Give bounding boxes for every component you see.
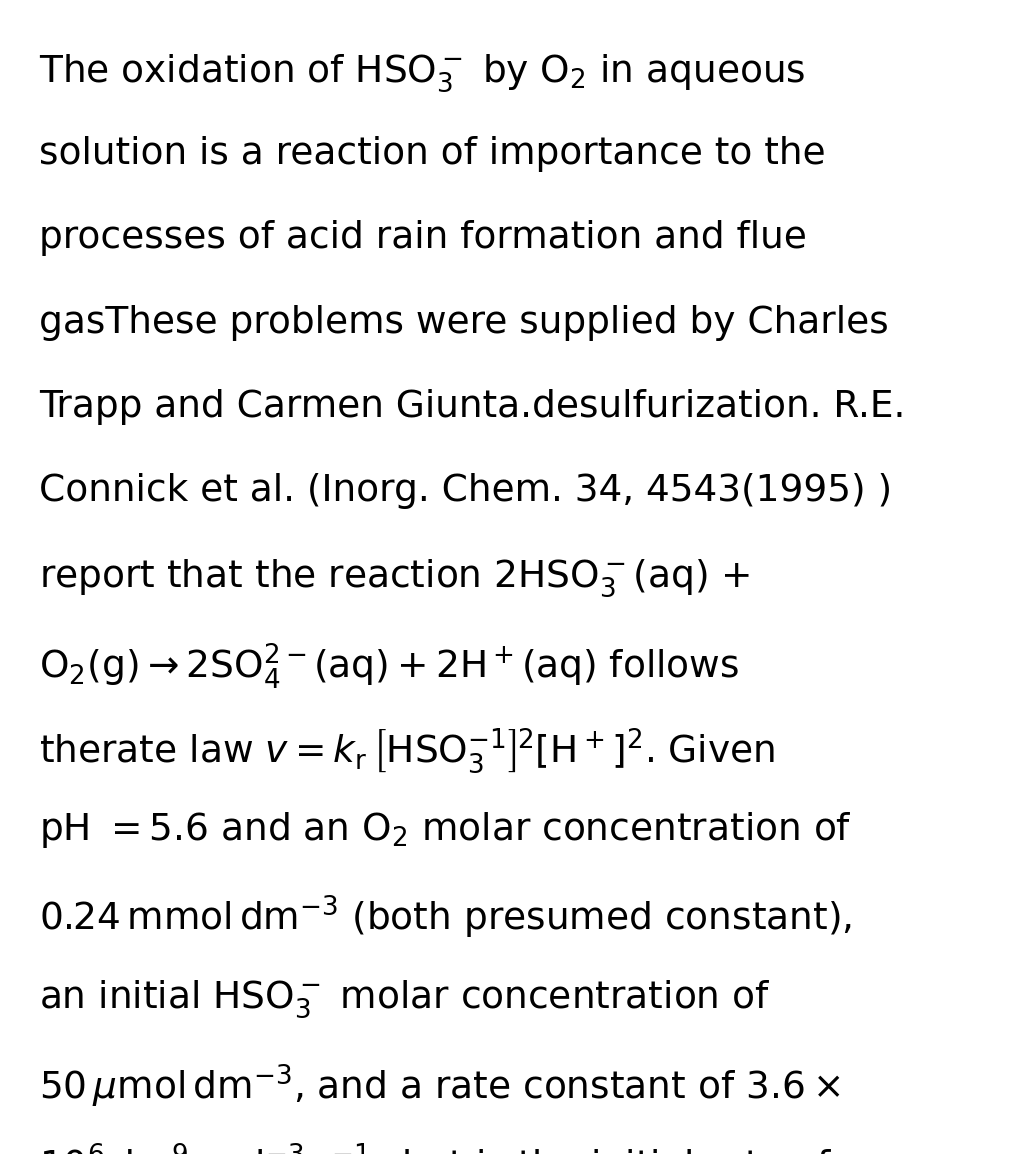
- Text: $\mathrm{O_2(g)} \rightarrow \mathrm{2SO_4^{2-}(aq) + 2H^+(aq)}$ follows: $\mathrm{O_2(g)} \rightarrow \mathrm{2SO…: [39, 642, 739, 691]
- Text: solution is a reaction of importance to the: solution is a reaction of importance to …: [39, 136, 825, 172]
- Text: report that the reaction $2\mathrm{HSO_3^-}$(aq) $+$: report that the reaction $2\mathrm{HSO_3…: [39, 557, 750, 599]
- Text: therate law $v = k_\mathrm{r}\,\left[\mathrm{HSO_3^{-1}}\right]^{\!2}\left[\math: therate law $v = k_\mathrm{r}\,\left[\ma…: [39, 726, 775, 774]
- Text: $10^6\,\mathrm{dm^9\,mol^{-3}\,s^{-1}}$what is the initial rate of: $10^6\,\mathrm{dm^9\,mol^{-3}\,s^{-1}}$w…: [39, 1147, 833, 1154]
- Text: pH $= 5.6$ and an $\mathrm{O_2}$ molar concentration of: pH $= 5.6$ and an $\mathrm{O_2}$ molar c…: [39, 810, 852, 850]
- Text: gasThese problems were supplied by Charles: gasThese problems were supplied by Charl…: [39, 305, 889, 340]
- Text: The oxidation of $\mathrm{HSO_3^-}$ by $\mathrm{O_2}$ in aqueous: The oxidation of $\mathrm{HSO_3^-}$ by $…: [39, 52, 806, 93]
- Text: Connick et al. (Inorg. Chem. 34, 4543(1995) ): Connick et al. (Inorg. Chem. 34, 4543(19…: [39, 473, 892, 509]
- Text: $50\,\mu\mathrm{mol\,dm^{-3}}$, and a rate constant of $3.6 \times$: $50\,\mu\mathrm{mol\,dm^{-3}}$, and a ra…: [39, 1063, 841, 1110]
- Text: Trapp and Carmen Giunta.desulfurization. R.E.: Trapp and Carmen Giunta.desulfurization.…: [39, 389, 905, 425]
- Text: $0.24\,\mathrm{mmol\,dm^{-3}}$ (both presumed constant),: $0.24\,\mathrm{mmol\,dm^{-3}}$ (both pre…: [39, 894, 852, 942]
- Text: processes of acid rain formation and flue: processes of acid rain formation and flu…: [39, 220, 807, 256]
- Text: an initial $\mathrm{HSO_3^-}$ molar concentration of: an initial $\mathrm{HSO_3^-}$ molar conc…: [39, 979, 770, 1020]
